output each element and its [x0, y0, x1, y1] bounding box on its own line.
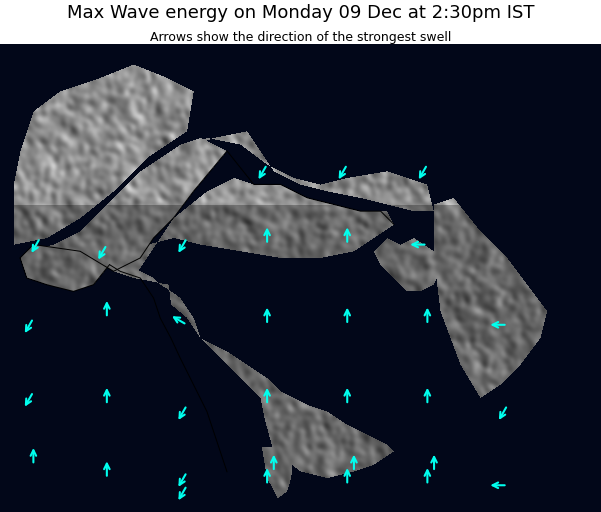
Text: Arrows show the direction of the strongest swell: Arrows show the direction of the stronge… [150, 31, 451, 44]
Text: Max Wave energy on Monday 09 Dec at 2:30pm IST: Max Wave energy on Monday 09 Dec at 2:30… [67, 4, 534, 22]
